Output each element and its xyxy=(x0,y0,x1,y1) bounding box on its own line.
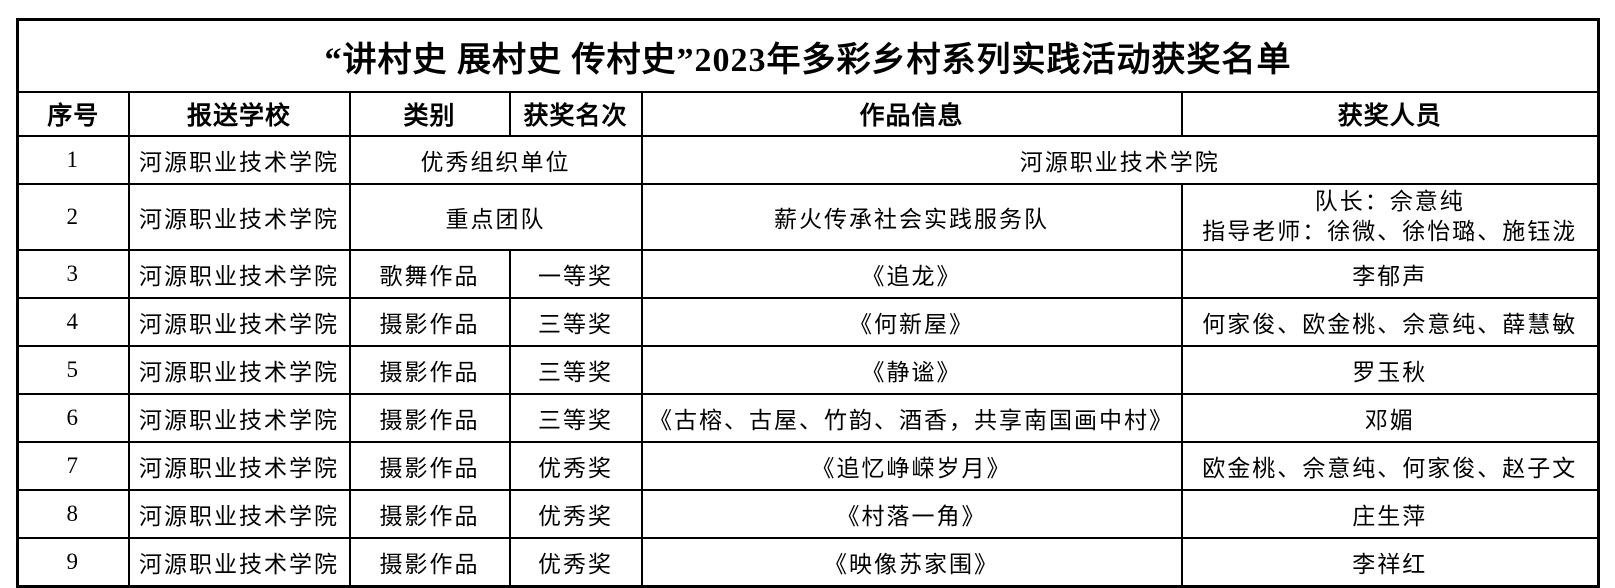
table-row: 8 河源职业技术学院 摄影作品 优秀奖 《村落一角》 庄生萍 xyxy=(16,489,1600,539)
column-header-school: 报送学校 xyxy=(127,91,351,137)
cell-awardees: 队长：佘意纯 指导老师：徐微、徐怡璐、施钰泷 xyxy=(1180,183,1600,251)
cell-work: 《静谧》 xyxy=(640,345,1183,395)
cell-category: 摄影作品 xyxy=(348,441,511,491)
cell-school: 河源职业技术学院 xyxy=(127,345,351,395)
cell-no: 3 xyxy=(16,249,130,299)
cell-school: 河源职业技术学院 xyxy=(127,489,351,539)
cell-rank: 优秀奖 xyxy=(508,537,643,588)
cell-rank: 三等奖 xyxy=(508,393,643,443)
cell-work: 《古榕、古屋、竹韵、酒香，共享南国画中村》 xyxy=(640,393,1183,443)
cell-work: 《村落一角》 xyxy=(640,489,1183,539)
table-row: 7 河源职业技术学院 摄影作品 优秀奖 《追忆峥嵘岁月》 欧金桃、佘意纯、何家俊… xyxy=(16,441,1600,491)
cell-no: 8 xyxy=(16,489,130,539)
column-header-category: 类别 xyxy=(348,91,511,137)
table-row: 5 河源职业技术学院 摄影作品 三等奖 《静谧》 罗玉秋 xyxy=(16,345,1600,395)
table-row: 2 河源职业技术学院 重点团队 薪火传承社会实践服务队 队长：佘意纯 指导老师：… xyxy=(16,183,1600,251)
table-row: 3 河源职业技术学院 歌舞作品 一等奖 《追龙》 李郁声 xyxy=(16,249,1600,299)
cell-awardees: 何家俊、欧金桃、佘意纯、薛慧敏 xyxy=(1180,297,1600,347)
cell-category: 摄影作品 xyxy=(348,489,511,539)
cell-school: 河源职业技术学院 xyxy=(127,183,351,251)
cell-work: 《何新屋》 xyxy=(640,297,1183,347)
cell-rank: 优秀奖 xyxy=(508,489,643,539)
cell-no: 9 xyxy=(16,537,130,588)
cell-no: 6 xyxy=(16,393,130,443)
table-row: 6 河源职业技术学院 摄影作品 三等奖 《古榕、古屋、竹韵、酒香，共享南国画中村… xyxy=(16,393,1600,443)
table-title-row: “讲村史 展村史 传村史”2023年多彩乡村系列实践活动获奖名单 xyxy=(16,18,1600,93)
cell-awardees: 欧金桃、佘意纯、何家俊、赵子文 xyxy=(1180,441,1600,491)
cell-no: 7 xyxy=(16,441,130,491)
cell-school: 河源职业技术学院 xyxy=(127,135,351,185)
cell-category: 摄影作品 xyxy=(348,537,511,588)
cell-awardees: 李祥红 xyxy=(1180,537,1600,588)
awardees-line-leader: 队长：佘意纯 xyxy=(1314,189,1465,215)
cell-category: 摄影作品 xyxy=(348,297,511,347)
cell-awardees: 罗玉秋 xyxy=(1180,345,1600,395)
cell-rank: 一等奖 xyxy=(508,249,643,299)
cell-no: 2 xyxy=(16,183,130,251)
cell-awardees: 李郁声 xyxy=(1180,249,1600,299)
table-row: 1 河源职业技术学院 优秀组织单位 河源职业技术学院 xyxy=(16,135,1600,185)
table-row: 9 河源职业技术学院 摄影作品 优秀奖 《映像苏家围》 李祥红 xyxy=(16,537,1600,588)
cell-no: 5 xyxy=(16,345,130,395)
cell-category: 歌舞作品 xyxy=(348,249,511,299)
cell-category-merged: 优秀组织单位 xyxy=(348,135,643,185)
column-header-work: 作品信息 xyxy=(640,91,1183,137)
column-header-awardees: 获奖人员 xyxy=(1180,91,1600,137)
cell-rank: 三等奖 xyxy=(508,297,643,347)
cell-category: 摄影作品 xyxy=(348,393,511,443)
cell-category: 摄影作品 xyxy=(348,345,511,395)
cell-category-merged: 重点团队 xyxy=(348,183,643,251)
cell-awardees: 邓媚 xyxy=(1180,393,1600,443)
awardees-line-advisors: 指导老师：徐微、徐怡璐、施钰泷 xyxy=(1202,219,1578,244)
cell-no: 1 xyxy=(16,135,130,185)
cell-awardees: 庄生萍 xyxy=(1180,489,1600,539)
cell-work-merged: 河源职业技术学院 xyxy=(640,135,1600,185)
cell-rank: 三等奖 xyxy=(508,345,643,395)
cell-work: 薪火传承社会实践服务队 xyxy=(640,183,1183,251)
cell-school: 河源职业技术学院 xyxy=(127,297,351,347)
cell-school: 河源职业技术学院 xyxy=(127,393,351,443)
cell-rank: 优秀奖 xyxy=(508,441,643,491)
cell-school: 河源职业技术学院 xyxy=(127,249,351,299)
cell-school: 河源职业技术学院 xyxy=(127,441,351,491)
award-table: “讲村史 展村史 传村史”2023年多彩乡村系列实践活动获奖名单 序号 报送学校… xyxy=(16,18,1600,588)
table-header-row: 序号 报送学校 类别 获奖名次 作品信息 获奖人员 xyxy=(16,91,1600,137)
cell-work: 《映像苏家围》 xyxy=(640,537,1183,588)
cell-work: 《追忆峥嵘岁月》 xyxy=(640,441,1183,491)
column-header-no: 序号 xyxy=(16,91,130,137)
cell-work: 《追龙》 xyxy=(640,249,1183,299)
table-row: 4 河源职业技术学院 摄影作品 三等奖 《何新屋》 何家俊、欧金桃、佘意纯、薛慧… xyxy=(16,297,1600,347)
column-header-rank: 获奖名次 xyxy=(508,91,643,137)
award-table-sheet: “讲村史 展村史 传村史”2023年多彩乡村系列实践活动获奖名单 序号 报送学校… xyxy=(16,18,1600,588)
page-title: “讲村史 展村史 传村史”2023年多彩乡村系列实践活动获奖名单 xyxy=(16,18,1600,93)
cell-school: 河源职业技术学院 xyxy=(127,537,351,588)
cell-no: 4 xyxy=(16,297,130,347)
